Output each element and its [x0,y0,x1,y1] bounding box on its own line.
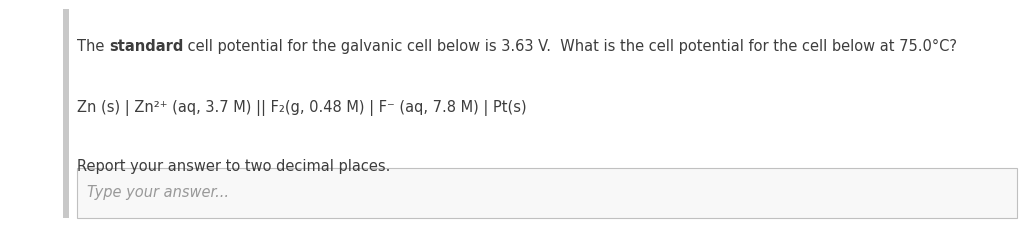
Text: cell potential for the galvanic cell below is 3.63 V.  What is the cell potentia: cell potential for the galvanic cell bel… [183,39,957,54]
Text: The: The [77,39,109,54]
Text: Report your answer to two decimal places.: Report your answer to two decimal places… [77,159,390,174]
FancyBboxPatch shape [77,168,1017,218]
Bar [63,9,69,218]
Text: standard: standard [109,39,183,54]
Text: Zn (s) | Zn²⁺ (aq, 3.7 M) || F₂(g, 0.48 M) | F⁻ (aq, 7.8 M) | Pt(s): Zn (s) | Zn²⁺ (aq, 3.7 M) || F₂(g, 0.48 … [77,100,526,116]
Text: Type your answer...: Type your answer... [87,185,229,200]
